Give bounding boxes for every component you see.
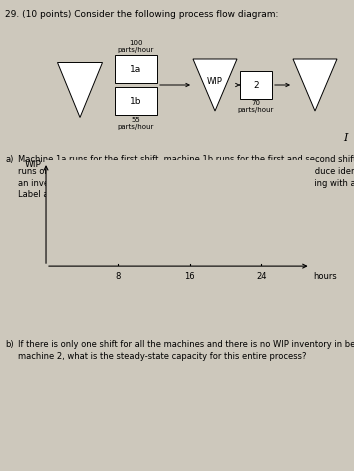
Text: If there is only one shift for all the machines and there is no WIP inventory in: If there is only one shift for all the m…	[18, 340, 354, 361]
Text: 70
parts/hour: 70 parts/hour	[238, 100, 274, 113]
Text: hours: hours	[313, 272, 337, 281]
Text: Machine 1a runs for the first shift, machine 1b runs for the first and second sh: Machine 1a runs for the first shift, mac…	[18, 155, 354, 199]
Text: 55
parts/hour: 55 parts/hour	[118, 117, 154, 130]
Text: 1a: 1a	[130, 65, 142, 73]
Text: WIP: WIP	[207, 76, 223, 86]
Text: b): b)	[5, 340, 13, 349]
Bar	[115, 55, 157, 83]
Bar	[240, 71, 272, 99]
Text: a): a)	[5, 155, 13, 164]
Text: I: I	[343, 133, 347, 143]
Text: WIP: WIP	[25, 160, 41, 169]
Text: 24: 24	[256, 272, 267, 281]
Text: 8: 8	[115, 272, 120, 281]
Text: 2: 2	[253, 81, 259, 89]
Text: 100
parts/hour: 100 parts/hour	[118, 40, 154, 53]
Text: 16: 16	[184, 272, 195, 281]
Polygon shape	[193, 59, 237, 111]
Bar	[115, 87, 157, 115]
Polygon shape	[293, 59, 337, 111]
Text: 1b: 1b	[130, 97, 142, 106]
Polygon shape	[57, 63, 103, 117]
Text: 29. (10 points) Consider the following process flow diagram:: 29. (10 points) Consider the following p…	[5, 10, 278, 19]
